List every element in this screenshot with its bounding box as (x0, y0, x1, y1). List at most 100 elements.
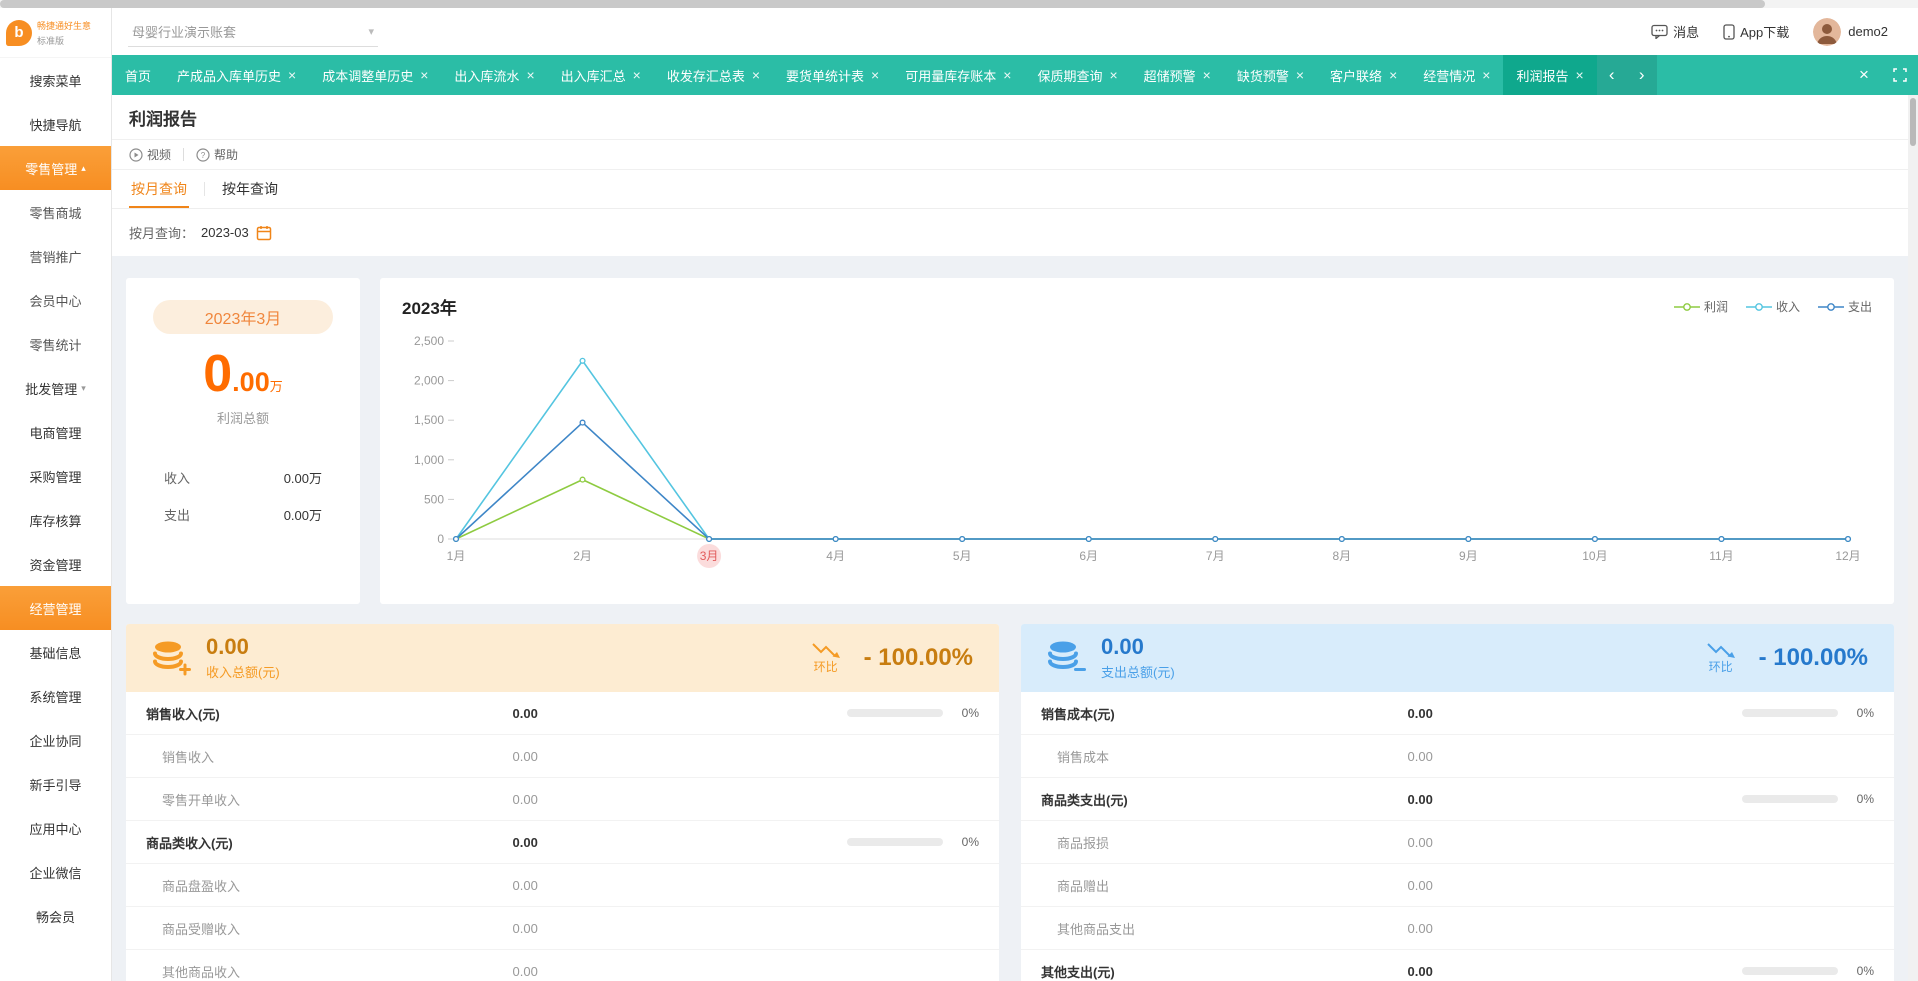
income-rows: 销售收入(元) 0.00 0% 销售收入 0.00 零售开单收入 0.00 商品类收入(元) 0… (126, 692, 999, 981)
sidebar-item[interactable]: 企业协同 (29, 733, 82, 749)
tab-close-icon[interactable]: × (1003, 67, 1012, 83)
svg-text:5月: 5月 (953, 549, 972, 563)
help-link[interactable]: ? 帮助 (196, 146, 238, 163)
vertical-scrollbar-thumb[interactable] (1910, 98, 1916, 146)
horizontal-scrollbar-thumb[interactable] (0, 0, 1765, 8)
tab[interactable]: 成本调整单历史 × (309, 55, 441, 95)
sidebar-item[interactable]: 会员中心 (29, 293, 82, 309)
sidebar-menu: 搜索菜单快捷导航零售管理 ▴ 零售商城营销推广会员中心零售统计批发管理 ▾ 电商管理采购… (0, 58, 111, 938)
row-value: 0.00 (1407, 705, 1433, 721)
open-tabs: 首页 产成品入库单历史 × 成本调整单历史 × 出入库流水 × 出入库汇总 × 收发存汇总表 × 要货… (112, 55, 1597, 95)
tab-scroll-right-button[interactable]: › (1626, 55, 1657, 95)
sidebar-item[interactable]: 零售管理 ▴ (0, 146, 111, 190)
income-trend: 环比 (811, 642, 840, 675)
trend-down-icon (1706, 642, 1735, 658)
tab-close-icon[interactable]: × (1202, 67, 1211, 83)
row-label: 零售开单收入 (162, 792, 241, 808)
report-row: 商品盘盈收入 0.00 (126, 864, 999, 907)
row-value: 0.00 (512, 705, 538, 721)
row-label: 销售成本 (1057, 749, 1110, 765)
sidebar-item[interactable]: 库存核算 (29, 513, 82, 529)
tab[interactable]: 首页 (112, 55, 164, 95)
sidebar-item[interactable]: 电商管理 (29, 425, 82, 441)
app-download-button[interactable]: App下载 (1723, 22, 1789, 41)
tab-close-icon[interactable]: × (1295, 67, 1305, 83)
video-link[interactable]: 视频 (129, 146, 171, 163)
sidebar-item[interactable]: 零售统计 (29, 337, 82, 353)
expense-total-label: 支出总额(元) (1101, 665, 1175, 681)
sidebar-item[interactable]: 采购管理 (29, 469, 82, 485)
sidebar-item[interactable]: 快捷导航 (29, 117, 82, 133)
coins-minus-icon (1048, 641, 1086, 671)
chart-header: 2023年 利润 收入 支出 (402, 294, 1872, 319)
tab[interactable]: 客户联络 × (1317, 55, 1410, 95)
report-row: 商品类收入(元) 0.00 0% (126, 821, 999, 864)
chart-title: 2023年 (402, 299, 457, 318)
svg-text:12月: 12月 (1835, 549, 1860, 563)
fullscreen-button[interactable] (1882, 55, 1918, 95)
tab[interactable]: 经营情况 × (1410, 55, 1503, 95)
tab-scroll-left-button[interactable]: ‹ (1596, 55, 1627, 95)
sidebar-item[interactable]: 营销推广 (29, 249, 82, 265)
tab-close-icon[interactable]: × (632, 67, 641, 83)
fullscreen-icon (1893, 68, 1907, 82)
tab-label: 成本调整单历史 (322, 68, 414, 84)
app: b 畅捷通好生意 标准版 搜索菜单 快捷导航 零售管理 ▴ 零售商城 营销推广 会员中心 零售… (0, 8, 1918, 981)
sidebar-item[interactable]: 零售商城 (29, 205, 82, 221)
logo-edition: 标准版 (37, 35, 65, 46)
coins-plus-icon (153, 641, 191, 676)
sidebar-item[interactable]: 新手引导 (29, 777, 82, 793)
sidebar-item[interactable]: 应用中心 (29, 821, 82, 837)
tab[interactable]: 产成品入库单历史 × (164, 55, 309, 95)
tab-close-icon[interactable]: × (1575, 67, 1584, 83)
income-card-header: 0.00 收入总额(元) 环比 - 100.00% (126, 624, 999, 692)
filter-row: 按月查询： 2023-03 (112, 209, 1918, 256)
tab-close-icon[interactable]: × (420, 67, 429, 83)
query-tab[interactable]: 按月查询 (129, 170, 189, 208)
tab-close-icon[interactable]: × (526, 67, 535, 83)
page-title: 利润报告 (112, 95, 1918, 139)
tab[interactable]: 收发存汇总表 × (654, 55, 773, 95)
tab[interactable]: 缺货预警 × (1224, 55, 1317, 95)
sidebar-item[interactable]: 基础信息 (29, 645, 82, 661)
avatar[interactable] (1813, 17, 1842, 46)
messages-button[interactable]: 消息 (1651, 22, 1699, 41)
close-tabs-button[interactable]: × (1859, 65, 1869, 84)
tab[interactable]: 保质期查询 × (1024, 55, 1130, 95)
sidebar-item[interactable]: 畅会员 (35, 909, 75, 925)
tab[interactable]: 可用量库存账本 × (892, 55, 1024, 95)
query-tab[interactable]: 按年查询 (222, 181, 278, 197)
tab-close-icon[interactable]: × (871, 67, 880, 83)
tab-close-icon[interactable]: × (1109, 67, 1118, 83)
tab[interactable]: 要货单统计表 × (773, 55, 892, 95)
sidebar-item[interactable]: 系统管理 (29, 689, 82, 705)
sidebar-item[interactable]: 资金管理 (29, 557, 82, 573)
sidebar-item[interactable]: 企业微信 (29, 865, 82, 881)
legend-item[interactable]: 收入 (1745, 298, 1800, 315)
tab-close-icon[interactable]: × (1389, 67, 1398, 83)
account-select[interactable]: 母婴行业演示账套 ▾ (128, 17, 378, 47)
tab-close-icon[interactable]: × (288, 67, 297, 83)
calendar-icon[interactable] (256, 225, 272, 241)
tab[interactable]: 超储预警 × (1131, 55, 1224, 95)
horizontal-scrollbar[interactable] (0, 0, 1918, 8)
tab-label: 出入库汇总 (560, 68, 626, 84)
tab[interactable]: 出入库汇总 × (548, 55, 654, 95)
month-picker-value[interactable]: 2023-03 (201, 225, 249, 240)
tab[interactable]: 利润报告 × (1503, 55, 1597, 95)
report-row: 零售开单收入 0.00 (126, 778, 999, 821)
sidebar-item[interactable]: 经营管理 (0, 586, 111, 630)
tab[interactable]: 出入库流水 × (441, 55, 547, 95)
svg-text:1,000: 1,000 (414, 453, 444, 467)
tab-close-icon[interactable]: × (751, 67, 761, 83)
tab-close-icon[interactable]: × (1482, 67, 1491, 83)
sidebar-item[interactable]: 搜索菜单 (29, 73, 82, 89)
tabbar-spacer (1657, 55, 1846, 95)
chevron-down-icon: ▾ (368, 25, 374, 38)
user-menu[interactable]: demo2 (1813, 17, 1888, 46)
vertical-scrollbar[interactable] (1908, 95, 1918, 981)
sidebar-item[interactable]: 批发管理 ▾ (25, 381, 86, 397)
legend-item[interactable]: 利润 (1673, 298, 1728, 315)
legend-item[interactable]: 支出 (1817, 298, 1872, 315)
main-area: 母婴行业演示账套 ▾ 消息 App下载 demo2 (112, 8, 1918, 981)
